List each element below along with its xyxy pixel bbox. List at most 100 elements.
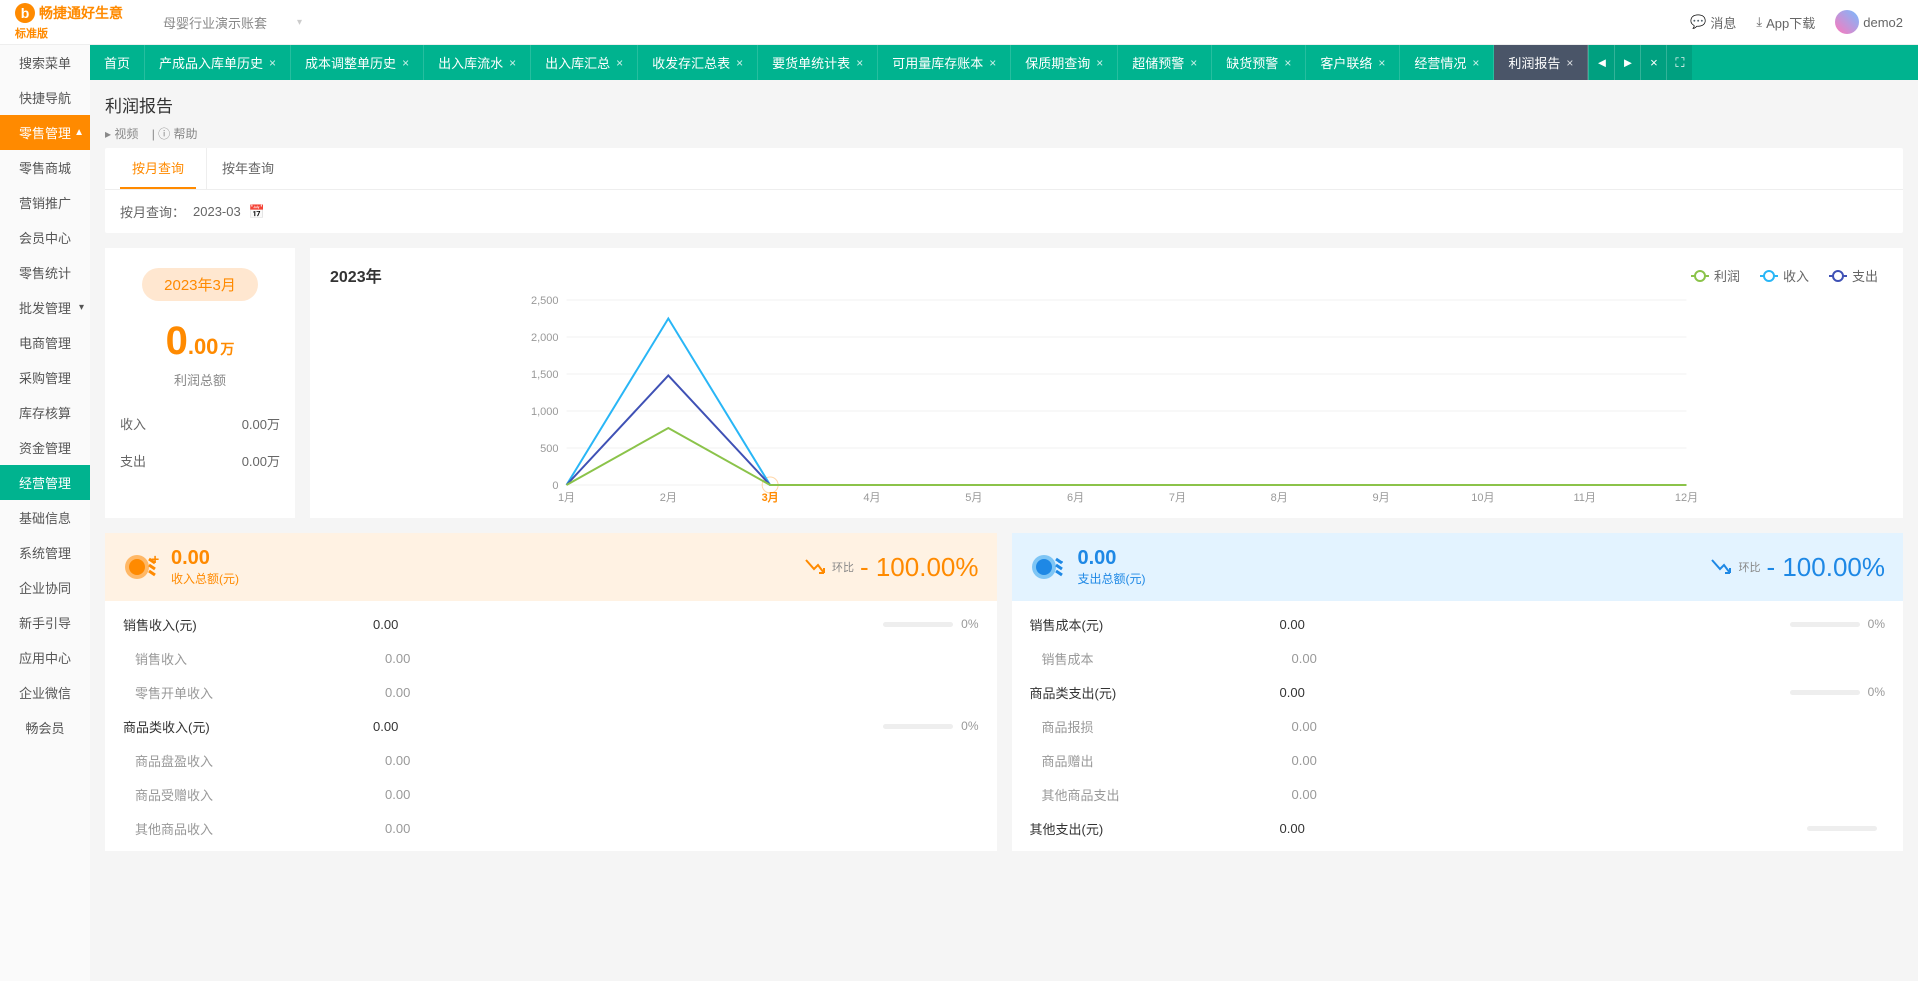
detail-row: 零售开单收入0.00	[123, 675, 979, 709]
tab-13[interactable]: 利润报告×	[1494, 45, 1588, 80]
svg-text:500: 500	[540, 443, 558, 455]
sidebar-item-16[interactable]: 新手引导	[0, 605, 90, 640]
close-icon[interactable]: ×	[1378, 56, 1385, 70]
svg-text:2,000: 2,000	[531, 332, 559, 344]
sidebar-item-6[interactable]: 零售统计	[0, 255, 90, 290]
chat-icon: 💬	[1690, 14, 1706, 30]
sidebar-item-14[interactable]: 系统管理	[0, 535, 90, 570]
tab-0[interactable]: 首页	[90, 45, 145, 80]
close-icon[interactable]: ×	[856, 56, 863, 70]
tabbar-ctrl-1[interactable]: ►	[1614, 45, 1640, 80]
tab-1[interactable]: 产成品入库单历史×	[145, 45, 291, 80]
svg-text:1,000: 1,000	[531, 406, 559, 418]
close-icon[interactable]: ×	[736, 56, 743, 70]
tab-6[interactable]: 要货单统计表×	[758, 45, 878, 80]
sidebar: 搜索菜单快捷导航零售管理▲零售商城营销推广会员中心零售统计批发管理▾电商管理采购…	[0, 45, 90, 981]
help-link[interactable]: ⓘ 帮助	[158, 127, 197, 141]
trend-down-icon	[804, 557, 826, 577]
close-icon[interactable]: ×	[1566, 56, 1573, 70]
close-icon[interactable]: ×	[989, 56, 996, 70]
chevron-down-icon: ▾	[297, 17, 302, 28]
sidebar-item-7[interactable]: 批发管理▾	[0, 290, 90, 325]
video-link[interactable]: ▸ 视频	[105, 127, 138, 141]
sidebar-item-8[interactable]: 电商管理	[0, 325, 90, 360]
detail-row: 商品盘盈收入0.00	[123, 743, 979, 777]
detail-row: 商品赠出0.00	[1030, 743, 1886, 777]
calendar-icon[interactable]: 📅	[249, 204, 265, 220]
tabbar-ctrl-3[interactable]: ⛶	[1666, 45, 1692, 80]
profit-total: 0.00万	[120, 319, 280, 364]
tab-2[interactable]: 成本调整单历史×	[291, 45, 424, 80]
svg-text:9月: 9月	[1372, 492, 1389, 504]
svg-text:2,500: 2,500	[531, 295, 559, 307]
sidebar-item-15[interactable]: 企业协同	[0, 570, 90, 605]
query-label: 按月查询：	[120, 202, 185, 221]
close-icon[interactable]: ×	[1190, 56, 1197, 70]
close-icon[interactable]: ×	[1284, 56, 1291, 70]
tab-by-year[interactable]: 按年查询	[206, 148, 286, 189]
tab-3[interactable]: 出入库流水×	[424, 45, 531, 80]
sidebar-item-1[interactable]: 快捷导航	[0, 80, 90, 115]
svg-text:12月: 12月	[1675, 492, 1698, 504]
period-pill: 2023年3月	[142, 268, 258, 301]
logo-icon: b	[15, 3, 35, 23]
svg-text:-: -	[1058, 553, 1063, 570]
sidebar-item-2[interactable]: 零售管理▲	[0, 115, 90, 150]
help-line: ▸ 视频 | ⓘ 帮助	[105, 125, 1903, 142]
income-detail-card: + 0.00收入总额(元) 环比 - 100.00% 销售收入(元)0.000%…	[105, 533, 997, 851]
tabbar-ctrl-0[interactable]: ◄	[1588, 45, 1614, 80]
sidebar-item-11[interactable]: 资金管理	[0, 430, 90, 465]
app-download-button[interactable]: ⤓App下载	[1756, 13, 1815, 32]
tab-5[interactable]: 收发存汇总表×	[638, 45, 758, 80]
close-icon[interactable]: ×	[509, 56, 516, 70]
download-icon: ⤓	[1756, 14, 1762, 30]
detail-row: 销售收入(元)0.000%	[123, 607, 979, 641]
sidebar-item-4[interactable]: 营销推广	[0, 185, 90, 220]
sidebar-item-0[interactable]: 搜索菜单	[0, 45, 90, 80]
svg-text:6月: 6月	[1067, 492, 1084, 504]
detail-row: 其他支出(元)0.00	[1030, 811, 1886, 845]
chart-card: 2023年 利润 收入 支出 2,5002,0001,5001,00050001…	[310, 248, 1903, 518]
account-selector[interactable]: 母婴行业演示账套 ▾	[163, 13, 302, 32]
tab-9[interactable]: 超储预警×	[1118, 45, 1212, 80]
sidebar-item-13[interactable]: 基础信息	[0, 500, 90, 535]
sidebar-item-12[interactable]: 经营管理	[0, 465, 90, 500]
svg-text:1,500: 1,500	[531, 369, 559, 381]
svg-text:2月: 2月	[660, 492, 677, 504]
svg-text:1月: 1月	[558, 492, 575, 504]
sidebar-item-3[interactable]: 零售商城	[0, 150, 90, 185]
brand-name: 畅捷通好生意	[39, 5, 123, 21]
close-icon[interactable]: ×	[616, 56, 623, 70]
sidebar-item-18[interactable]: 企业微信	[0, 675, 90, 710]
detail-row: 商品类支出(元)0.000%	[1030, 675, 1886, 709]
svg-text:+: +	[151, 551, 159, 567]
svg-text:8月: 8月	[1271, 492, 1288, 504]
tab-10[interactable]: 缺货预警×	[1212, 45, 1306, 80]
tab-7[interactable]: 可用量库存账本×	[878, 45, 1011, 80]
sidebar-item-10[interactable]: 库存核算	[0, 395, 90, 430]
user-menu[interactable]: demo2	[1835, 10, 1903, 34]
sidebar-item-9[interactable]: 采购管理	[0, 360, 90, 395]
query-value: 2023-03	[193, 204, 241, 219]
svg-text:7月: 7月	[1169, 492, 1186, 504]
detail-row: 商品受赠收入0.00	[123, 777, 979, 811]
sidebar-item-5[interactable]: 会员中心	[0, 220, 90, 255]
close-icon[interactable]: ×	[269, 56, 276, 70]
sidebar-item-17[interactable]: 应用中心	[0, 640, 90, 675]
trend-down-icon	[1710, 557, 1732, 577]
tabbar-ctrl-2[interactable]: ×	[1640, 45, 1666, 80]
close-icon[interactable]: ×	[402, 56, 409, 70]
tab-by-month[interactable]: 按月查询	[120, 148, 196, 189]
sidebar-item-19[interactable]: 畅会员	[0, 710, 90, 745]
chart-title: 2023年	[330, 263, 1883, 287]
messages-button[interactable]: 💬消息	[1690, 13, 1736, 32]
tab-12[interactable]: 经营情况×	[1400, 45, 1494, 80]
detail-row: 销售成本(元)0.000%	[1030, 607, 1886, 641]
chart-legend: 利润 收入 支出	[1691, 266, 1878, 285]
tab-11[interactable]: 客户联络×	[1306, 45, 1400, 80]
close-icon[interactable]: ×	[1472, 56, 1479, 70]
expense-icon: -	[1030, 549, 1066, 585]
close-icon[interactable]: ×	[1096, 56, 1103, 70]
tab-8[interactable]: 保质期查询×	[1011, 45, 1118, 80]
tab-4[interactable]: 出入库汇总×	[531, 45, 638, 80]
